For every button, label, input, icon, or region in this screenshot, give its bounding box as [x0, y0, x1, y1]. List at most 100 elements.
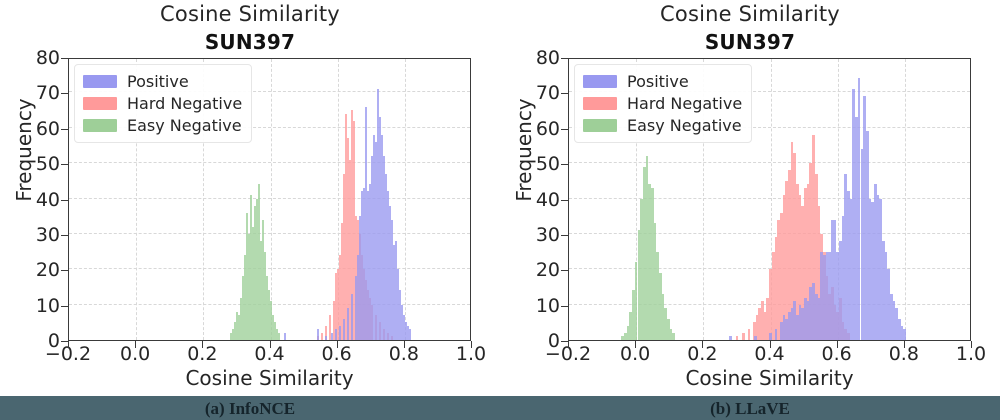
x-tick-mark: [269, 341, 271, 348]
histogram-bar: [892, 301, 896, 340]
histogram-bar: [766, 297, 770, 340]
histogram-bar: [812, 283, 815, 340]
histogram-bar: [879, 198, 882, 340]
y-tick-label: 70: [35, 82, 60, 105]
histogram-bar: [863, 95, 866, 340]
y-tick-label: 50: [535, 153, 560, 176]
y-tick-label: 40: [35, 188, 60, 211]
histogram-bar: [796, 315, 799, 340]
histogram-bar: [352, 120, 355, 340]
histogram-bar: [817, 205, 821, 340]
legend-label-hard-negative: Hard Negative: [127, 93, 243, 113]
histogram-bar: [270, 301, 273, 340]
histogram-bar: [661, 294, 665, 340]
legend-item-easy-negative: Easy Negative: [83, 114, 242, 136]
histogram-bar: [401, 304, 404, 340]
y-tick-mark: [61, 199, 68, 201]
legend-item-positive: Positive: [83, 70, 242, 92]
histogram-bar: [621, 336, 625, 340]
histogram-bar: [324, 325, 327, 340]
histogram-bar: [350, 110, 353, 340]
histogram-bar: [782, 315, 786, 340]
histogram-bar: [356, 255, 359, 340]
histogram-bar: [839, 240, 842, 340]
caption-infonce: (a) InfoNCE: [204, 399, 296, 418]
histogram-bar: [806, 184, 810, 340]
y-tick-label: 80: [535, 47, 560, 69]
histogram-bar: [814, 173, 818, 340]
histogram-bar: [790, 308, 794, 340]
histogram-bar: [758, 308, 762, 340]
histogram-bar: [669, 329, 673, 340]
histogram-bar: [785, 318, 788, 340]
panel-suptitle: Cosine Similarity: [160, 2, 340, 26]
legend-item-easy-negative: Easy Negative: [583, 114, 742, 136]
histogram-bar: [753, 322, 756, 340]
x-tick-mark: [336, 341, 338, 348]
histogram-bar: [320, 332, 323, 340]
histogram-bar: [237, 315, 240, 340]
x-tick-mark: [769, 341, 771, 348]
histogram-bar: [385, 173, 388, 340]
x-tick-mark: [702, 341, 704, 348]
histogram-bar: [844, 173, 848, 340]
histogram-bar: [632, 290, 635, 340]
gridline-horizontal: [69, 162, 470, 164]
panel-title: SUN397: [204, 30, 296, 54]
y-tick-label: 50: [35, 153, 60, 176]
x-tick-label: 0.0: [620, 343, 651, 365]
histogram-bar: [895, 308, 899, 340]
histogram-bar: [804, 297, 807, 340]
histogram-bar: [801, 308, 805, 340]
histogram-bar: [801, 205, 805, 340]
histogram-bar: [229, 332, 232, 340]
histogram-bar: [796, 184, 799, 340]
histogram-bar: [393, 244, 396, 340]
histogram-bar: [278, 332, 281, 340]
gridline-horizontal: [69, 197, 470, 199]
legend-swatch-easy-negative: [583, 118, 617, 132]
x-tick-label: 1.0: [455, 343, 487, 365]
legend-swatch-hard-negative: [83, 96, 117, 110]
histogram-bar: [247, 233, 250, 340]
histogram-bar: [368, 184, 371, 340]
histogram-bar: [841, 216, 845, 340]
histogram-bar: [629, 311, 633, 340]
y-tick-mark: [561, 341, 568, 342]
x-tick-mark: [836, 341, 838, 348]
histogram-bar: [656, 251, 659, 340]
histogram-bar: [256, 198, 259, 340]
x-tick-mark: [202, 341, 204, 348]
y-tick-label: 70: [535, 82, 560, 105]
histogram-bar: [642, 166, 646, 340]
histogram-bar: [378, 117, 381, 340]
histogram-bar: [833, 219, 837, 340]
plot-area-infonce: [68, 58, 471, 341]
gridline-vertical: [703, 59, 705, 340]
histogram-bar: [332, 301, 335, 340]
histogram-bar: [820, 251, 823, 340]
histogram-bar: [624, 332, 627, 340]
histogram-bar: [847, 191, 850, 340]
histogram-bar: [659, 272, 662, 340]
histogram-bar: [667, 318, 670, 340]
legend-item-positive: Positive: [583, 70, 742, 92]
legend-swatch-positive: [83, 74, 117, 88]
gridline-vertical: [270, 59, 272, 340]
x-axis-label: Cosine Similarity: [185, 366, 354, 390]
y-tick-mark: [561, 305, 568, 307]
histogram-bar: [241, 276, 244, 340]
histogram-bar: [782, 194, 786, 340]
gridline-horizontal: [69, 268, 470, 270]
x-tick-label: 0.2: [687, 343, 718, 365]
legend-swatch-hard-negative: [583, 96, 617, 110]
histogram-bar: [239, 297, 242, 340]
y-tick-mark: [61, 164, 68, 166]
histogram-bar: [372, 134, 375, 340]
histogram-bar: [389, 205, 392, 340]
histogram-bar: [755, 315, 759, 340]
histogram-bar: [358, 216, 361, 340]
histogram-bar: [268, 290, 271, 340]
histogram-bar: [348, 159, 351, 340]
y-tick-label: 10: [35, 294, 60, 317]
